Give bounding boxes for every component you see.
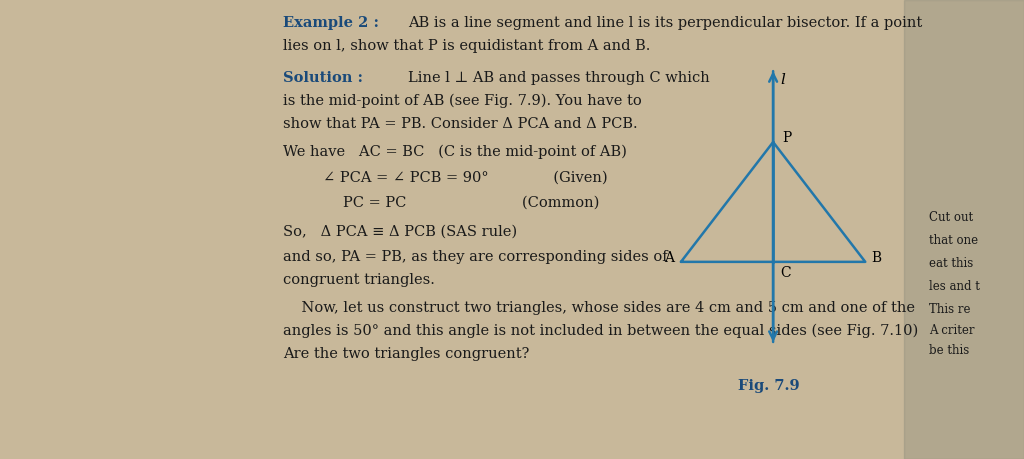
Text: is the mid-point of AB (see Fig. 7.9). You have to: is the mid-point of AB (see Fig. 7.9). Y… xyxy=(283,94,642,108)
Text: PC = PC                         (Common): PC = PC (Common) xyxy=(343,196,599,210)
Text: ∠ PCA = ∠ PCB = 90°              (Given): ∠ PCA = ∠ PCB = 90° (Given) xyxy=(323,171,607,185)
Text: So,   Δ PCA ≡ Δ PCB (SAS rule): So, Δ PCA ≡ Δ PCB (SAS rule) xyxy=(283,225,517,239)
Text: show that PA = PB. Consider Δ PCA and Δ PCB.: show that PA = PB. Consider Δ PCA and Δ … xyxy=(283,117,638,131)
Bar xyxy=(904,0,1024,459)
Text: Are the two triangles congruent?: Are the two triangles congruent? xyxy=(283,347,529,361)
Text: eat this: eat this xyxy=(929,257,973,270)
Text: Line l ⊥ AB and passes through C which: Line l ⊥ AB and passes through C which xyxy=(409,71,710,85)
Text: be this: be this xyxy=(929,344,969,357)
Text: Example 2 :: Example 2 : xyxy=(283,16,379,30)
Text: A criter: A criter xyxy=(929,324,975,336)
Text: A: A xyxy=(664,251,674,265)
Text: that one: that one xyxy=(929,234,978,247)
Text: Cut out: Cut out xyxy=(929,211,973,224)
Text: AB is a line segment and line l is its perpendicular bisector. If a point: AB is a line segment and line l is its p… xyxy=(409,16,923,30)
Text: and so, PA = PB, as they are corresponding sides of: and so, PA = PB, as they are correspondi… xyxy=(283,250,668,264)
Text: P: P xyxy=(782,131,792,146)
Text: C: C xyxy=(780,267,792,280)
Text: We have   AC = BC   (C is the mid-point of AB): We have AC = BC (C is the mid-point of A… xyxy=(283,145,627,159)
Text: les and t: les and t xyxy=(929,280,980,293)
Text: Now, let us construct two triangles, whose sides are 4 cm and 5 cm and one of th: Now, let us construct two triangles, who… xyxy=(283,301,914,315)
Text: This re: This re xyxy=(929,303,971,316)
Text: Fig. 7.9: Fig. 7.9 xyxy=(738,379,800,393)
Text: congruent triangles.: congruent triangles. xyxy=(283,273,435,287)
Text: angles is 50° and this angle is not included in between the equal sides (see Fig: angles is 50° and this angle is not incl… xyxy=(283,324,919,338)
Text: l: l xyxy=(780,73,785,87)
Text: lies on l, show that P is equidistant from A and B.: lies on l, show that P is equidistant fr… xyxy=(283,39,650,53)
Text: Solution :: Solution : xyxy=(283,71,362,85)
Text: B: B xyxy=(870,251,881,265)
